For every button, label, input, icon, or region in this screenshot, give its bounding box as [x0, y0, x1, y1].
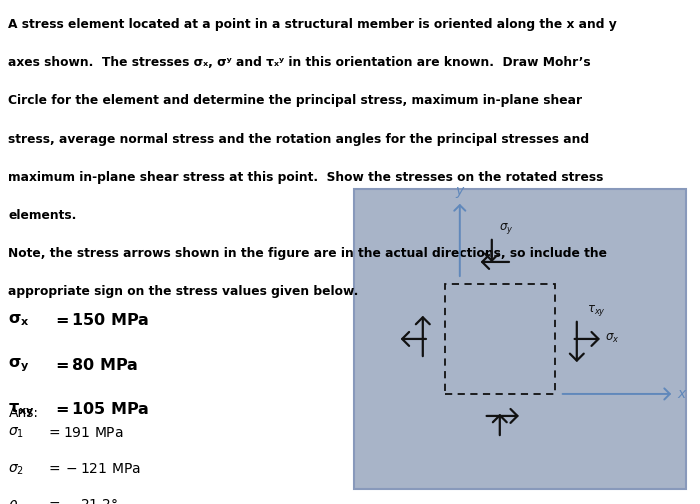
Text: axes shown.  The stresses σₓ, σʸ and τₓʸ in this orientation are known.  Draw Mo: axes shown. The stresses σₓ, σʸ and τₓʸ … — [8, 56, 591, 69]
Text: maximum in-plane shear stress at this point.  Show the stresses on the rotated s: maximum in-plane shear stress at this po… — [8, 171, 604, 184]
Text: x: x — [677, 387, 685, 401]
Text: elements.: elements. — [8, 209, 77, 222]
Bar — [444, 284, 555, 394]
Text: Circle for the element and determine the principal stress, maximum in-plane shea: Circle for the element and determine the… — [8, 94, 582, 107]
Bar — [354, 189, 686, 489]
Text: A stress element located at a point in a structural member is oriented along the: A stress element located at a point in a… — [8, 18, 617, 31]
Text: $\mathbf{= 80\ MPa}$: $\mathbf{= 80\ MPa}$ — [52, 357, 139, 373]
Text: $\mathbf{\sigma_y}$: $\mathbf{\sigma_y}$ — [8, 357, 30, 374]
Text: $\sigma_1$: $\sigma_1$ — [8, 426, 24, 440]
Text: Ans:: Ans: — [8, 406, 38, 420]
Text: $= -21.2°$: $= -21.2°$ — [46, 498, 118, 504]
Text: $\sigma_y$: $\sigma_y$ — [499, 221, 513, 236]
Text: $= -121\ \mathrm{MPa}$: $= -121\ \mathrm{MPa}$ — [46, 462, 140, 476]
Text: $\mathbf{= 150\ MPa}$: $\mathbf{= 150\ MPa}$ — [52, 312, 150, 329]
Text: $= 191\ \mathrm{MPa}$: $= 191\ \mathrm{MPa}$ — [46, 426, 123, 440]
Text: appropriate sign on the stress values given below.: appropriate sign on the stress values gi… — [8, 285, 359, 298]
Text: y: y — [456, 184, 464, 198]
Text: $\sigma_2$: $\sigma_2$ — [8, 462, 24, 477]
Text: $\mathbf{= 105\ MPa}$: $\mathbf{= 105\ MPa}$ — [52, 401, 150, 417]
Text: $\theta_p$: $\theta_p$ — [8, 498, 24, 504]
Text: $\sigma_x$: $\sigma_x$ — [605, 333, 620, 345]
Text: Note, the stress arrows shown in the figure are in the actual directions, so inc: Note, the stress arrows shown in the fig… — [8, 247, 608, 260]
Text: $\mathbf{\tau_{xy}}$: $\mathbf{\tau_{xy}}$ — [8, 401, 35, 419]
Text: $\tau_{xy}$: $\tau_{xy}$ — [587, 303, 606, 318]
Text: stress, average normal stress and the rotation angles for the principal stresses: stress, average normal stress and the ro… — [8, 133, 589, 146]
Text: $\mathbf{\sigma_x}$: $\mathbf{\sigma_x}$ — [8, 312, 30, 328]
